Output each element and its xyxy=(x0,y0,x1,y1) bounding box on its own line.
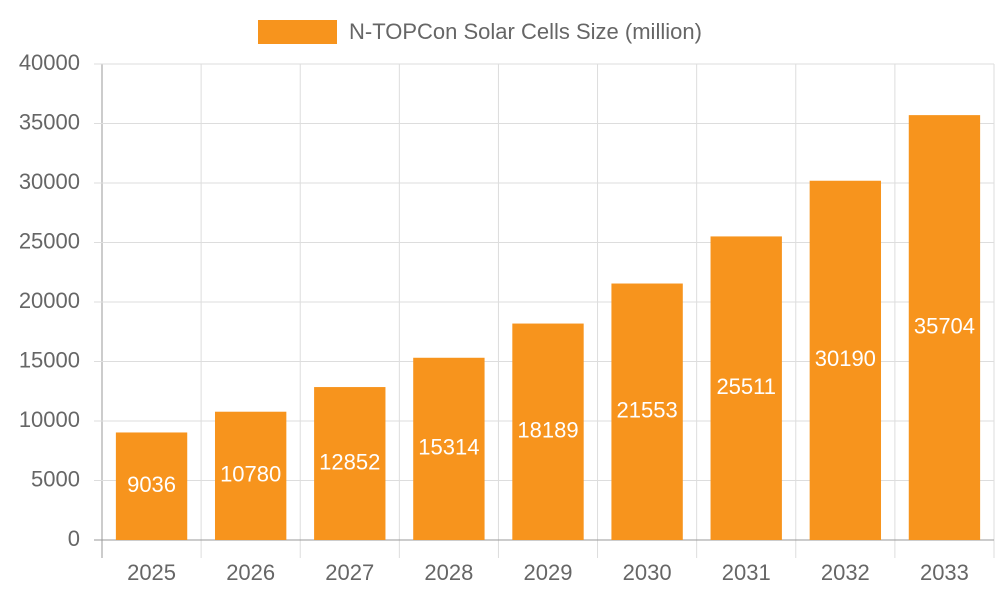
y-tick-label: 15000 xyxy=(19,347,80,372)
bar xyxy=(314,387,386,540)
x-tick-label: 2033 xyxy=(920,560,969,585)
legend-swatch xyxy=(258,20,337,44)
x-tick-label: 2032 xyxy=(821,560,870,585)
data-label: 10780 xyxy=(220,462,281,487)
x-tick-label: 2031 xyxy=(722,560,771,585)
legend-label: N-TOPCon Solar Cells Size (million) xyxy=(349,19,702,44)
x-tick-label: 2027 xyxy=(325,560,374,585)
y-tick-label: 5000 xyxy=(31,466,80,491)
x-tick-label: 2026 xyxy=(226,560,275,585)
bar xyxy=(908,115,981,540)
x-tick-label: 2029 xyxy=(524,560,573,585)
data-label: 30190 xyxy=(815,346,876,371)
bar xyxy=(710,236,782,540)
y-tick-label: 35000 xyxy=(19,109,80,134)
bar xyxy=(611,283,683,540)
data-label: 35704 xyxy=(914,313,975,338)
bar xyxy=(214,411,287,540)
x-tick-label: 2030 xyxy=(623,560,672,585)
bar xyxy=(413,357,485,540)
y-tick-label: 20000 xyxy=(19,288,80,313)
y-tick-label: 10000 xyxy=(19,407,80,432)
bar xyxy=(809,180,882,540)
data-label: 9036 xyxy=(127,472,176,497)
data-label: 25511 xyxy=(716,374,776,399)
bar xyxy=(512,323,584,540)
y-tick-label: 0 xyxy=(68,526,80,551)
y-tick-label: 30000 xyxy=(19,169,80,194)
x-tick-label: 2028 xyxy=(424,560,473,585)
y-tick-label: 40000 xyxy=(19,50,80,75)
y-tick-label: 25000 xyxy=(19,228,80,253)
data-label: 21553 xyxy=(617,398,678,423)
data-label: 15314 xyxy=(418,435,479,460)
data-label: 12852 xyxy=(319,449,380,474)
bar xyxy=(115,432,188,540)
x-tick-label: 2025 xyxy=(127,560,176,585)
data-label: 18189 xyxy=(517,418,578,443)
